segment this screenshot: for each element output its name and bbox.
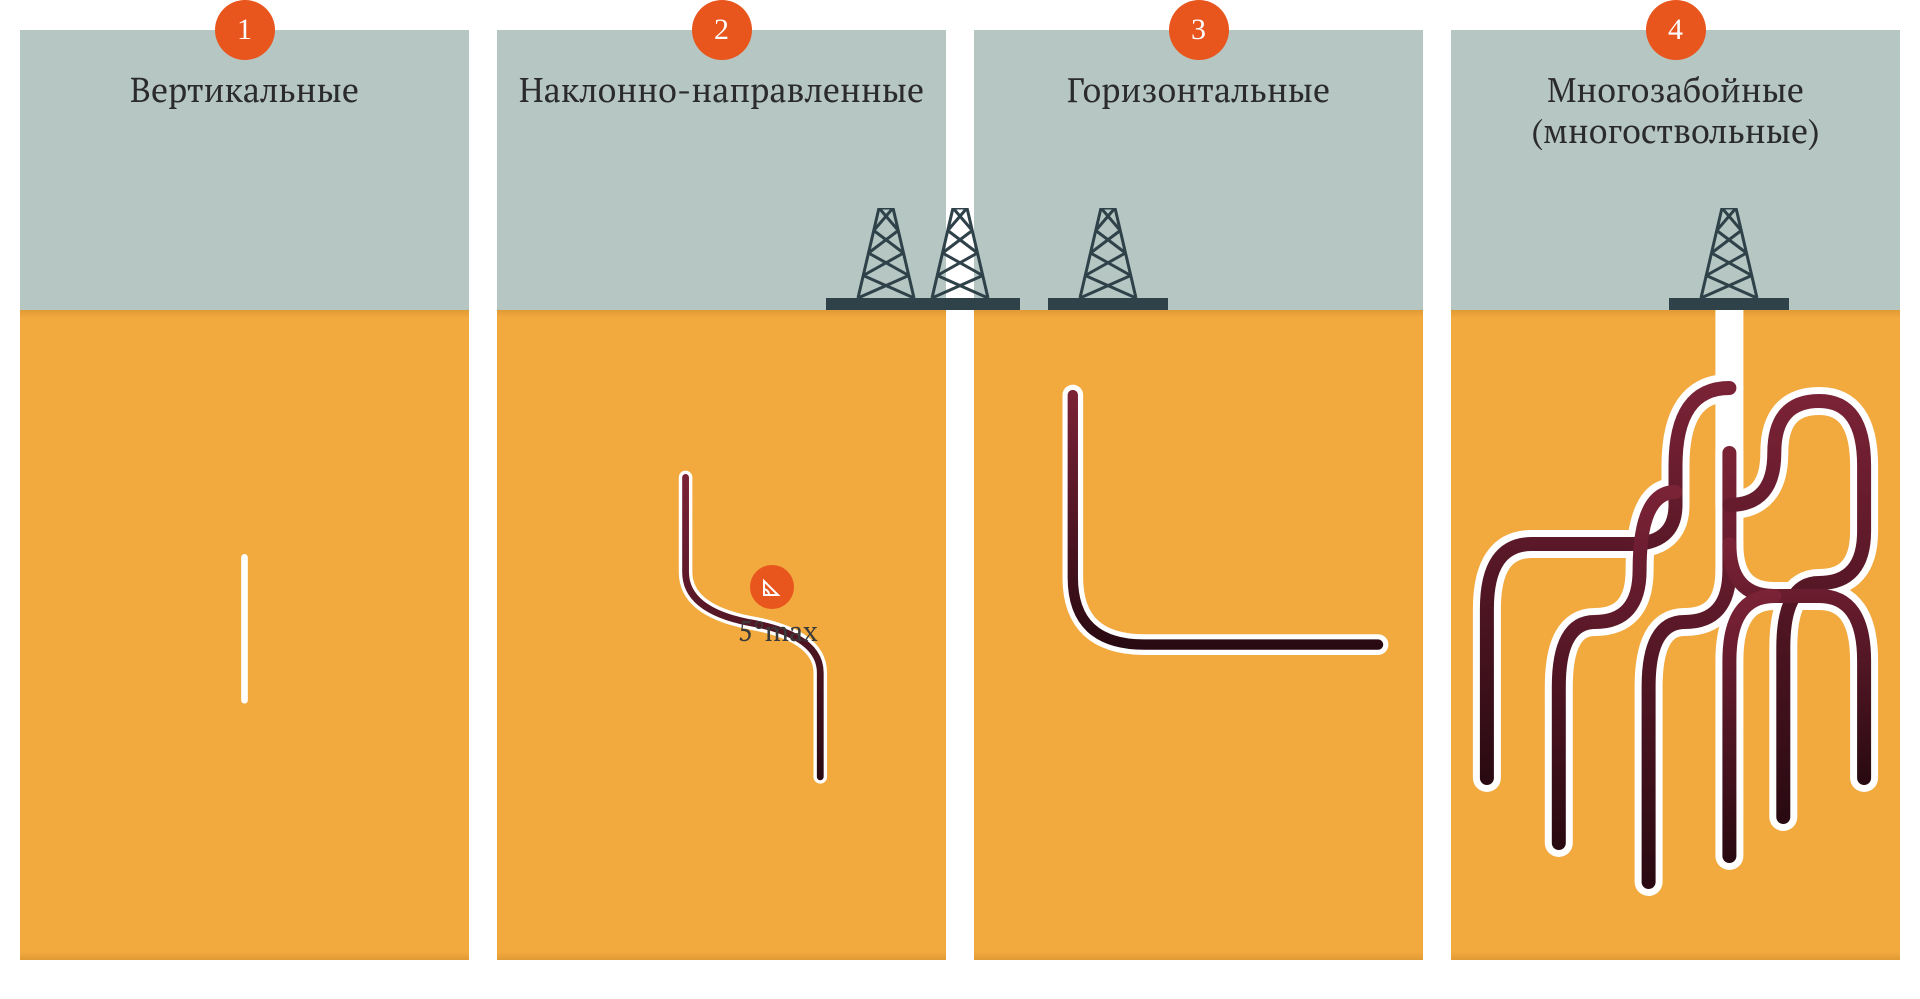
angle-label: 5°max xyxy=(738,613,818,650)
wellbore-diagram xyxy=(497,310,946,960)
panel-number-badge: 1 xyxy=(215,0,275,60)
panel-number-badge: 3 xyxy=(1169,0,1229,60)
panel-title: Горизонтальные xyxy=(974,70,1423,111)
wellbore-path xyxy=(1073,395,1378,645)
panel-number-badge: 4 xyxy=(1646,0,1706,60)
panel-3: 3 Горизонтальные xyxy=(974,0,1423,960)
panel-number-badge: 2 xyxy=(692,0,752,60)
panel-4: 4 Многозабойные(многоствольные) xyxy=(1451,0,1900,960)
panel-2: 2 Наклонно-направленные xyxy=(497,0,946,960)
panel-1: 1Вертикальные 5°max xyxy=(20,0,469,960)
wellbore-diagram xyxy=(974,310,1423,960)
derrick-icon xyxy=(1669,208,1789,315)
derrick-icon xyxy=(1048,208,1168,315)
angle-icon xyxy=(750,565,794,609)
wellbore-diagram xyxy=(1451,310,1900,960)
panel-title: Вертикальные xyxy=(20,70,469,111)
panel-title: Многозабойные(многоствольные) xyxy=(1451,70,1900,152)
derrick-icon xyxy=(826,208,946,315)
wellbore-diagram xyxy=(20,310,469,960)
wellbore-path xyxy=(1729,596,1774,856)
wellbore-path xyxy=(1487,388,1730,778)
panel-title: Наклонно-направленные xyxy=(497,70,946,111)
